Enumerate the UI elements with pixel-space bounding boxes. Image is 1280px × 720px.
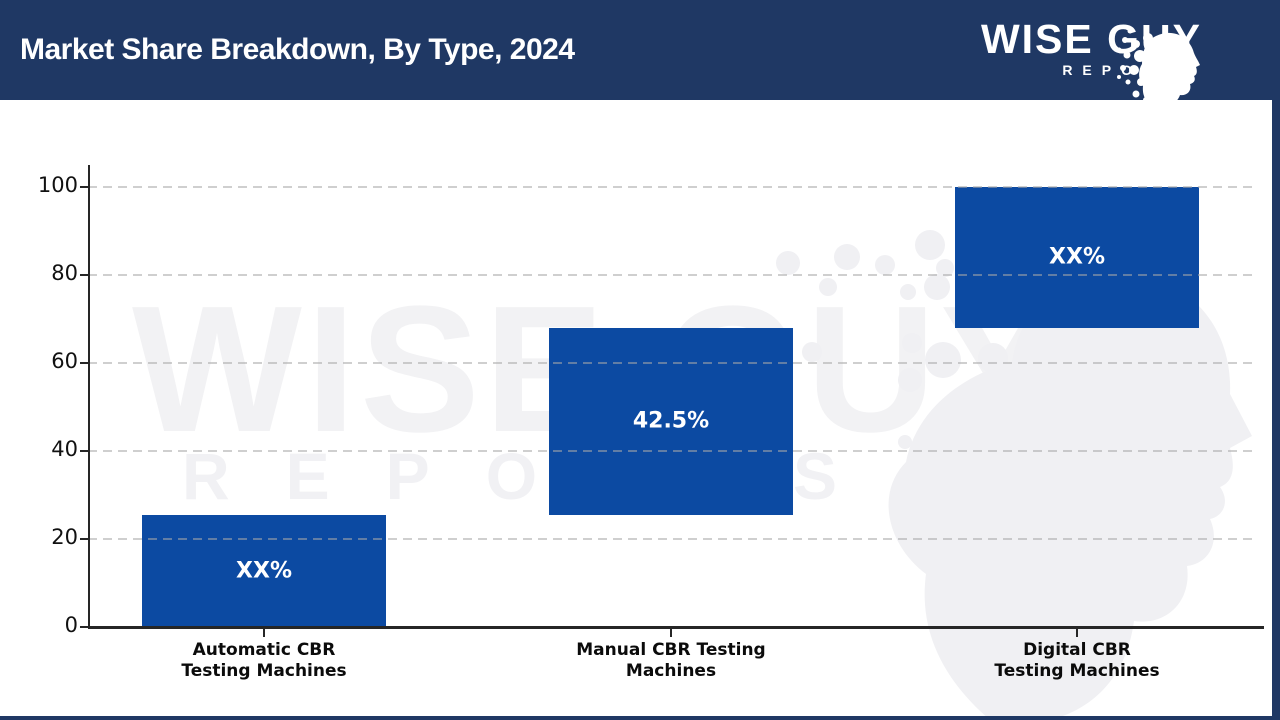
gridline <box>88 450 1258 452</box>
x-category-label-line: Manual CBR Testing <box>576 640 766 660</box>
header: Market Share Breakdown, By Type, 2024 WI… <box>0 0 1280 108</box>
x-tick-mark <box>1076 629 1078 637</box>
y-tick-label: 20 <box>51 525 78 549</box>
x-category-label: Manual CBR Testing Machines <box>511 640 831 682</box>
bottom-border-strip <box>0 716 1280 720</box>
bar-value-label: XX% <box>236 558 292 584</box>
x-category-label-line: Testing Machines <box>181 661 347 681</box>
y-tick-label: 80 <box>51 261 78 285</box>
page-title: Market Share Breakdown, By Type, 2024 <box>20 33 575 66</box>
brand-logo-face-icon <box>1116 28 1200 108</box>
y-tick-mark <box>80 274 88 276</box>
bar-segment <box>955 187 1199 328</box>
bar-segment <box>549 327 793 515</box>
y-axis-line <box>88 165 90 628</box>
brand-logo: WISE GUY REPORTS <box>981 18 1202 108</box>
x-category-label: Digital CBR Testing Machines <box>917 640 1237 682</box>
x-category-label-line: Digital CBR <box>1023 640 1131 660</box>
y-tick-label: 100 <box>37 173 78 197</box>
y-tick-label: 40 <box>51 437 78 461</box>
bar-value-label: 42.5% <box>632 408 710 434</box>
x-category-label: Automatic CBR Testing Machines <box>104 640 424 682</box>
x-category-label-line: Machines <box>625 661 717 681</box>
gridline <box>88 362 1258 364</box>
gridline <box>88 274 1258 276</box>
y-tick-mark <box>80 450 88 452</box>
gridline <box>88 538 1258 540</box>
x-category-label-line: Automatic CBR <box>192 640 336 660</box>
y-tick-label: 60 <box>51 349 78 373</box>
y-tick-mark <box>80 362 88 364</box>
x-tick-mark <box>263 629 265 637</box>
x-category-label-line: Testing Machines <box>994 661 1160 681</box>
bar-segment <box>142 514 386 627</box>
y-tick-mark <box>80 186 88 188</box>
right-border-strip <box>1272 0 1280 720</box>
x-tick-mark <box>670 629 672 637</box>
gridline <box>88 186 1258 188</box>
y-tick-label: 0 <box>64 613 78 637</box>
y-tick-mark <box>80 626 88 628</box>
watermark-face-icon <box>776 230 1252 720</box>
bar-value-label: XX% <box>1049 244 1105 270</box>
y-tick-mark <box>80 538 88 540</box>
x-axis-line <box>88 626 1264 629</box>
header-background <box>0 0 1280 100</box>
